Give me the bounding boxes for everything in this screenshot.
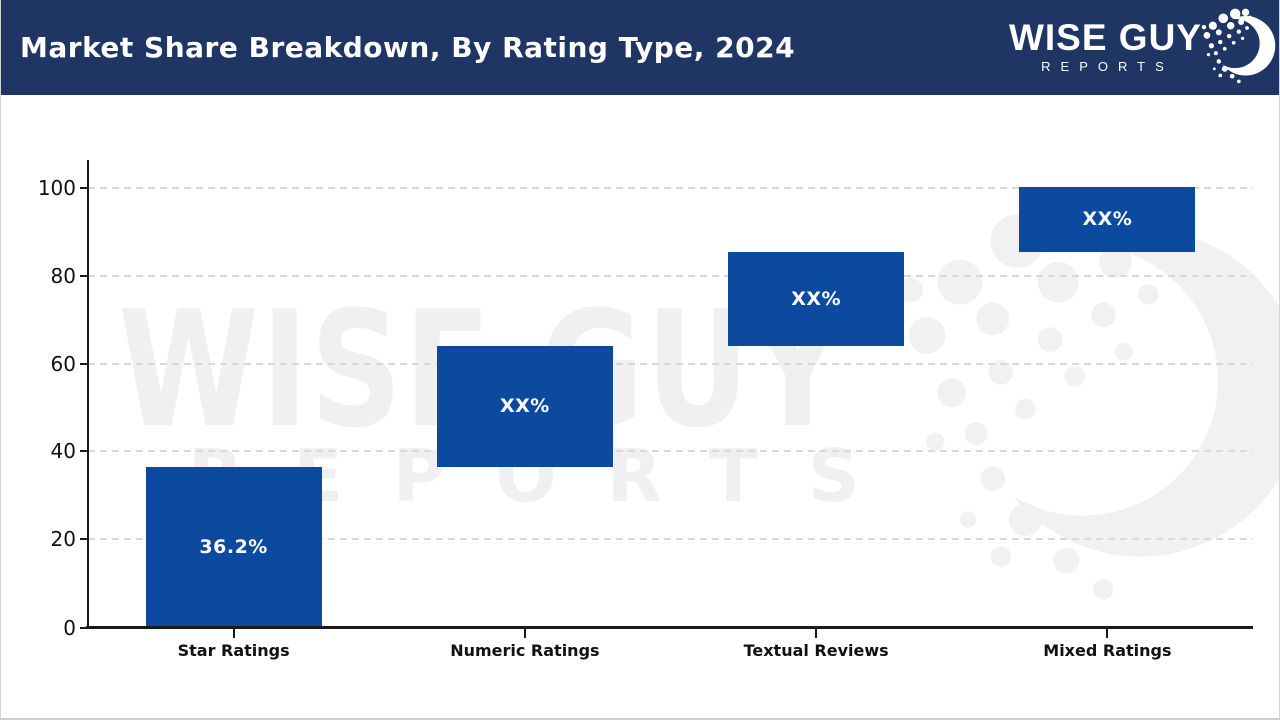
y-tick-label-0: 0	[63, 616, 76, 640]
grid-line-60	[88, 362, 1253, 365]
y-tick-40	[80, 450, 88, 453]
bar-star-ratings: 36.2%	[145, 467, 322, 626]
y-tick-label-20: 20	[50, 527, 76, 552]
grid-line-40	[88, 450, 1253, 453]
x-tick-label-numeric-ratings: Numeric Ratings	[450, 641, 600, 660]
brand-logo: WISE GUY REPORTS	[1009, 0, 1272, 95]
x-tick-mixed-ratings	[1106, 629, 1109, 638]
x-tick-star-ratings	[232, 629, 235, 638]
y-tick-60	[80, 362, 88, 365]
bar-value-label-textual-reviews: XX%	[791, 287, 842, 310]
header-bar: Market Share Breakdown, By Rating Type, …	[0, 0, 1280, 95]
bar-mixed-ratings: XX%	[1019, 187, 1196, 252]
x-tick-label-textual-reviews: Textual Reviews	[743, 641, 889, 660]
brand-name: WISE GUY	[1008, 17, 1202, 58]
bar-value-label-star-ratings: 36.2%	[199, 535, 268, 558]
y-tick-0	[80, 627, 88, 629]
x-tick-label-mixed-ratings: Mixed Ratings	[1043, 641, 1172, 660]
bar-textual-reviews: XX%	[728, 251, 905, 346]
brand-subname: REPORTS	[1041, 59, 1174, 74]
y-tick-20	[80, 538, 88, 541]
y-tick-label-80: 80	[50, 263, 76, 288]
y-tick-80	[80, 274, 88, 277]
y-axis-line	[87, 160, 89, 628]
page-title: Market Share Breakdown, By Rating Type, …	[20, 31, 796, 64]
x-tick-label-star-ratings: Star Ratings	[177, 641, 290, 660]
bar-value-label-mixed-ratings: XX%	[1082, 208, 1133, 231]
bar-value-label-numeric-ratings: XX%	[499, 395, 550, 418]
grid-line-100	[88, 187, 1253, 189]
y-tick-label-100: 100	[37, 176, 76, 200]
y-tick-label-60: 60	[50, 351, 76, 376]
x-tick-numeric-ratings	[523, 629, 526, 638]
x-axis-line	[86, 626, 1253, 629]
y-tick-100	[80, 187, 88, 189]
grid-line-20	[88, 538, 1253, 541]
y-tick-label-40: 40	[50, 439, 76, 464]
brand-logo-text: WISE GUY REPORTS	[1008, 17, 1202, 74]
x-tick-textual-reviews	[815, 629, 818, 638]
brand-head-icon	[1198, 6, 1276, 90]
grid-line-80	[88, 274, 1253, 277]
bar-numeric-ratings: XX%	[436, 345, 613, 468]
chart-area: WISE GUY REPORTS 0 20 40 60 80 100 Star Rating…	[0, 95, 1280, 720]
